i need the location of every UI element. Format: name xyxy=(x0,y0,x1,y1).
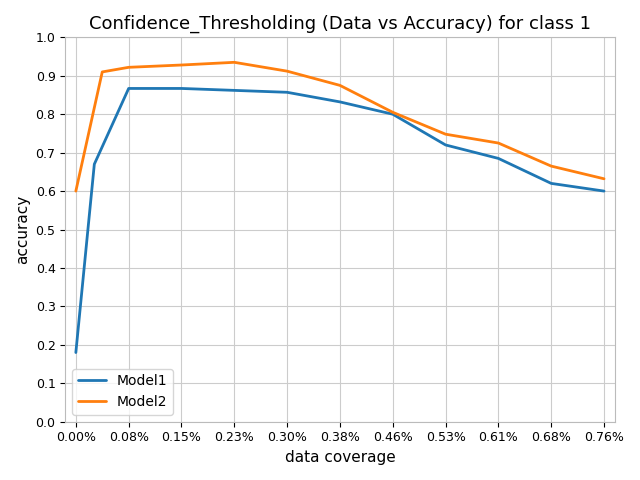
Model2 xyxy=(600,176,608,181)
Model1 xyxy=(442,142,449,148)
Title: Confidence_Thresholding (Data vs Accuracy) for class 1: Confidence_Thresholding (Data vs Accurac… xyxy=(89,15,591,33)
Model2 xyxy=(284,68,291,74)
Model1 xyxy=(230,87,238,93)
Model2 xyxy=(389,109,397,115)
Model2 xyxy=(230,60,238,65)
Model1 xyxy=(336,99,344,105)
Model1 xyxy=(72,349,80,355)
Model2 xyxy=(495,140,502,146)
Model2 xyxy=(125,64,132,70)
Line: Model2: Model2 xyxy=(76,62,604,191)
Model1 xyxy=(389,111,397,117)
Model1 xyxy=(547,180,555,186)
Model2 xyxy=(99,69,106,75)
Model1 xyxy=(284,89,291,95)
Model2 xyxy=(547,163,555,169)
Model1 xyxy=(495,156,502,161)
Model1 xyxy=(178,85,186,91)
X-axis label: data coverage: data coverage xyxy=(285,450,396,465)
Legend: Model1, Model2: Model1, Model2 xyxy=(72,369,173,415)
Model2 xyxy=(336,83,344,88)
Model1 xyxy=(125,85,132,91)
Model1 xyxy=(600,188,608,194)
Model2 xyxy=(178,62,186,68)
Model2 xyxy=(442,132,449,137)
Y-axis label: accuracy: accuracy xyxy=(15,195,30,264)
Model2 xyxy=(72,188,80,194)
Model1 xyxy=(90,161,98,167)
Line: Model1: Model1 xyxy=(76,88,604,352)
